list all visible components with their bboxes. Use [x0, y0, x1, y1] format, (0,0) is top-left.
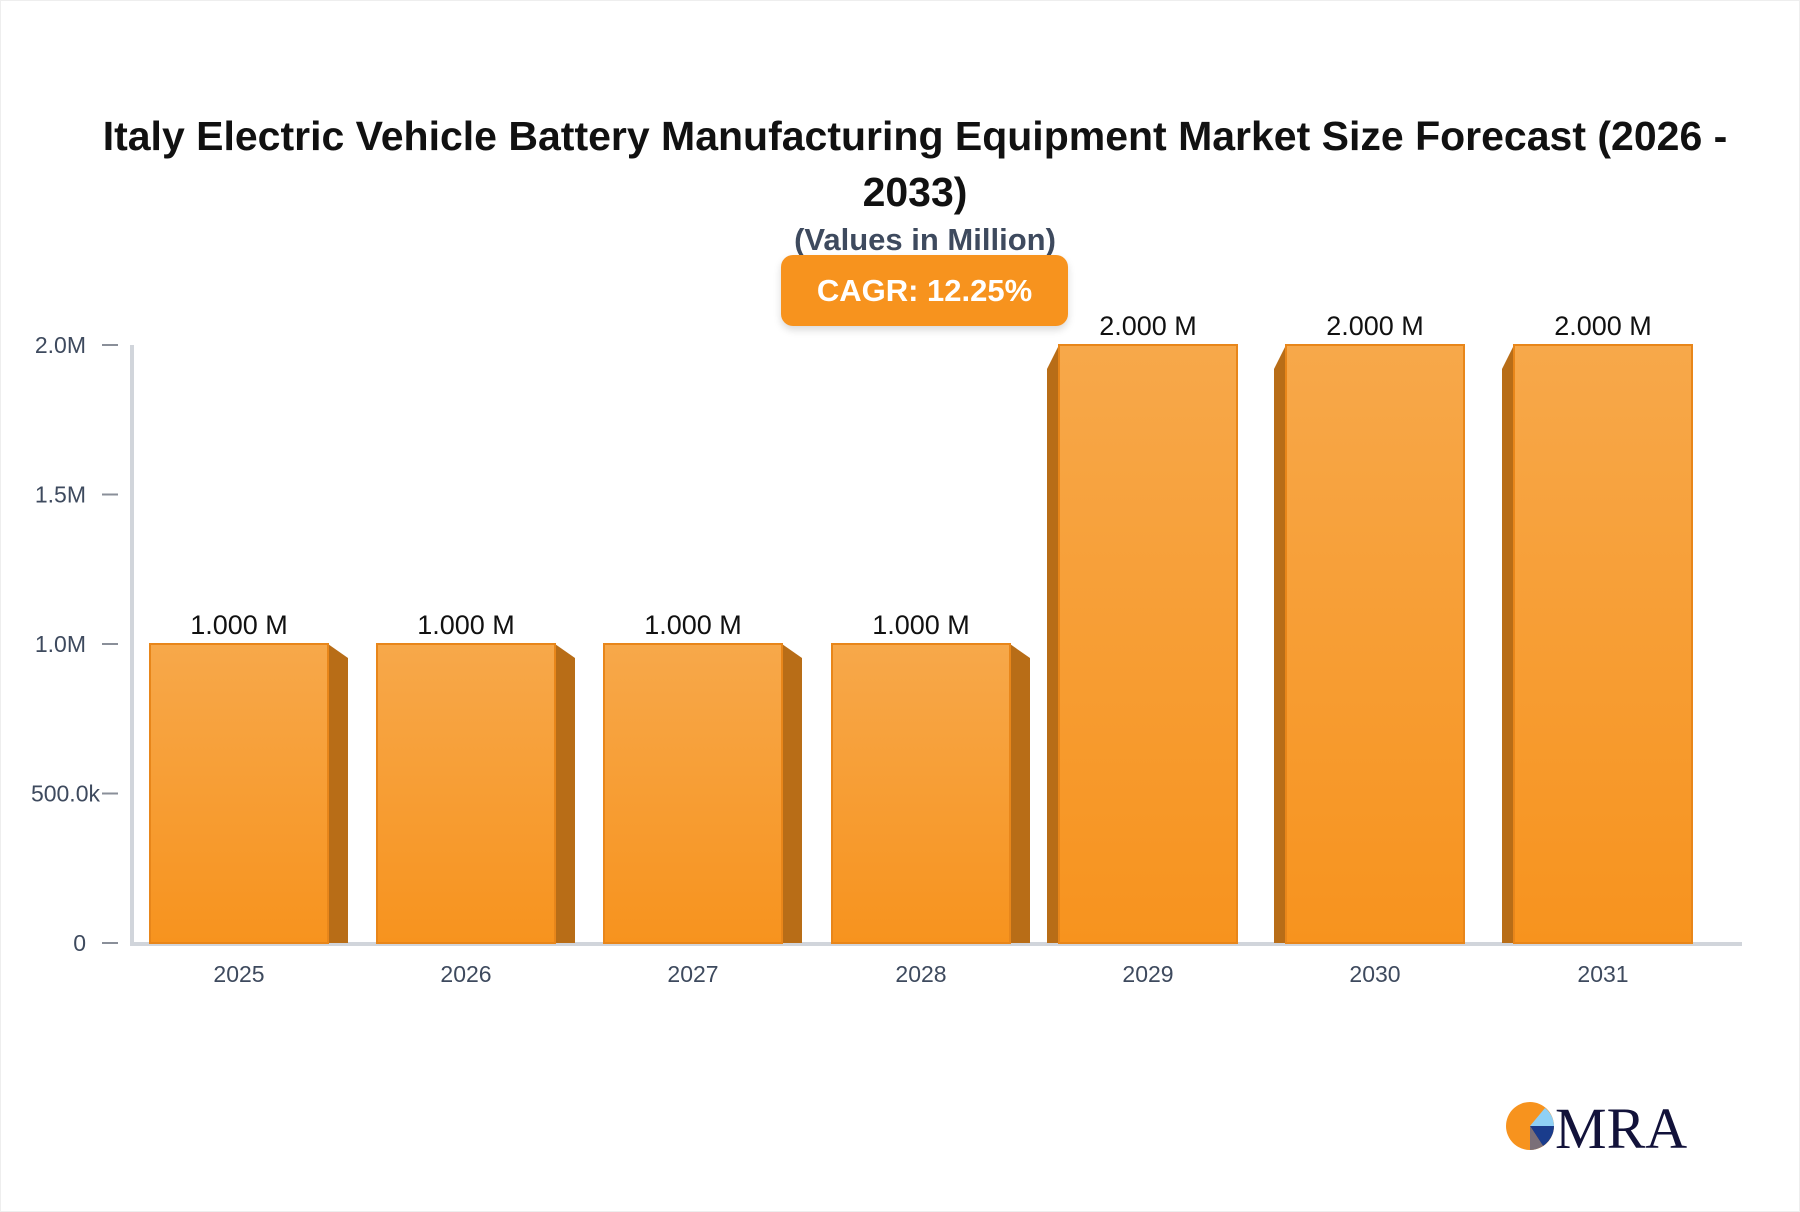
data-label: 2.000 M: [1099, 311, 1197, 341]
x-tick-label: 2028: [895, 961, 946, 987]
bar-front-face: [149, 643, 329, 944]
x-tick-label: 2029: [1122, 961, 1173, 987]
bar-side-face: [1274, 345, 1286, 943]
x-tick-label: 2031: [1577, 961, 1628, 987]
bar-2027: 1.000 M 2027: [603, 610, 802, 987]
bar-side-face: [555, 644, 575, 943]
bar-side-face: [1010, 644, 1030, 943]
x-tick-label: 2026: [440, 961, 491, 987]
bar-2030: 2.000 M 2030: [1274, 311, 1465, 987]
data-label: 1.000 M: [190, 610, 288, 640]
bar-2025: 1.000 M 2025: [149, 610, 348, 987]
bar-2028: 1.000 M 2028: [831, 610, 1030, 987]
cagr-badge: CAGR: 12.25%: [781, 255, 1068, 326]
y-tick-label: 1.5M: [35, 482, 86, 508]
logo-pie-icon: MRA: [1506, 1096, 1687, 1156]
y-tick-label: 0: [73, 930, 86, 956]
bar-front-face: [1513, 344, 1693, 944]
y-tick-label: 1.0M: [35, 631, 86, 657]
data-label: 1.000 M: [872, 610, 970, 640]
bar-front-face: [831, 643, 1011, 944]
data-label: 1.000 M: [644, 610, 742, 640]
x-tick-label: 2025: [213, 961, 264, 987]
bar-2029: 2.000 M 2029: [1047, 311, 1238, 987]
chart-subtitle: (Values in Million): [794, 222, 1056, 257]
chart-title: Italy Electric Vehicle Battery Manufactu…: [102, 113, 1728, 215]
bar-2031: 2.000 M 2031: [1502, 311, 1693, 987]
x-tick-label: 2027: [667, 961, 718, 987]
data-label: 2.000 M: [1326, 311, 1424, 341]
bar-front-face: [1058, 344, 1238, 944]
y-tick-label: 2.0M: [35, 332, 86, 358]
bar-2026: 1.000 M 2026: [376, 610, 575, 987]
bar-front-face: [603, 643, 783, 944]
bar-side-face: [328, 644, 348, 943]
x-tick-label: 2030: [1349, 961, 1400, 987]
mra-logo: MRA: [1505, 1096, 1695, 1156]
bar-side-face: [1047, 345, 1059, 943]
y-tick-label: 500.0k: [31, 781, 101, 807]
bar-side-face: [782, 644, 802, 943]
data-label: 2.000 M: [1554, 311, 1652, 341]
bar-front-face: [376, 643, 556, 944]
bar-front-face: [1285, 344, 1465, 944]
svg-text:MRA: MRA: [1555, 1096, 1687, 1156]
data-label: 1.000 M: [417, 610, 515, 640]
bar-side-face: [1502, 345, 1514, 943]
